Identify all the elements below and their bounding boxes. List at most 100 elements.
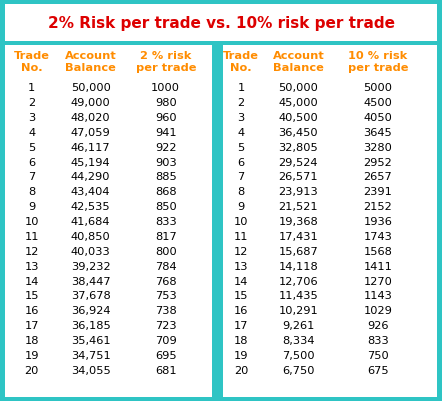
Text: 1936: 1936 bbox=[363, 217, 392, 227]
Text: 1743: 1743 bbox=[363, 231, 392, 241]
Text: 3645: 3645 bbox=[363, 128, 392, 138]
Text: 833: 833 bbox=[155, 217, 177, 227]
Text: 7: 7 bbox=[28, 172, 35, 182]
Text: 36,450: 36,450 bbox=[278, 128, 318, 138]
Text: 21,521: 21,521 bbox=[278, 202, 318, 212]
Text: 50,000: 50,000 bbox=[278, 83, 318, 93]
Text: 941: 941 bbox=[155, 128, 176, 138]
Text: 800: 800 bbox=[155, 246, 177, 256]
Text: 12: 12 bbox=[234, 246, 248, 256]
Text: 46,117: 46,117 bbox=[71, 142, 110, 152]
Text: 709: 709 bbox=[155, 335, 177, 345]
Text: 10,291: 10,291 bbox=[278, 306, 318, 316]
Text: 1: 1 bbox=[28, 83, 35, 93]
Text: 8: 8 bbox=[28, 187, 35, 197]
Text: 14: 14 bbox=[25, 276, 39, 286]
Text: 960: 960 bbox=[155, 113, 176, 123]
Text: 784: 784 bbox=[155, 261, 176, 271]
Text: 10: 10 bbox=[234, 217, 248, 227]
Text: 1411: 1411 bbox=[363, 261, 392, 271]
Text: 922: 922 bbox=[155, 142, 176, 152]
Text: 1568: 1568 bbox=[363, 246, 392, 256]
Text: 4: 4 bbox=[237, 128, 244, 138]
Text: 20: 20 bbox=[234, 365, 248, 375]
Text: 19,368: 19,368 bbox=[278, 217, 318, 227]
Text: 926: 926 bbox=[367, 320, 389, 330]
Text: 50,000: 50,000 bbox=[71, 83, 110, 93]
Text: 9: 9 bbox=[28, 202, 35, 212]
Text: 3: 3 bbox=[237, 113, 244, 123]
Text: 9,261: 9,261 bbox=[282, 320, 315, 330]
Text: 2952: 2952 bbox=[363, 157, 392, 167]
Text: 8,334: 8,334 bbox=[282, 335, 315, 345]
Text: 1143: 1143 bbox=[363, 291, 392, 301]
Text: 48,020: 48,020 bbox=[71, 113, 110, 123]
Text: 47,059: 47,059 bbox=[71, 128, 110, 138]
Text: 32,805: 32,805 bbox=[278, 142, 318, 152]
Text: 17: 17 bbox=[234, 320, 248, 330]
Text: 1270: 1270 bbox=[363, 276, 392, 286]
Text: 4: 4 bbox=[28, 128, 35, 138]
Text: 738: 738 bbox=[155, 306, 177, 316]
Text: 40,850: 40,850 bbox=[71, 231, 110, 241]
Text: 5: 5 bbox=[28, 142, 35, 152]
Text: 2152: 2152 bbox=[363, 202, 392, 212]
Text: 43,404: 43,404 bbox=[71, 187, 110, 197]
Text: 4050: 4050 bbox=[363, 113, 392, 123]
Text: 2% Risk per trade vs. 10% risk per trade: 2% Risk per trade vs. 10% risk per trade bbox=[47, 16, 395, 31]
Text: 16: 16 bbox=[234, 306, 248, 316]
Text: 17: 17 bbox=[25, 320, 39, 330]
Text: 20: 20 bbox=[25, 365, 39, 375]
Text: 10 % risk
per trade: 10 % risk per trade bbox=[348, 51, 408, 73]
Text: 13: 13 bbox=[25, 261, 39, 271]
Text: 23,913: 23,913 bbox=[278, 187, 318, 197]
Text: 15,687: 15,687 bbox=[278, 246, 318, 256]
Text: 35,461: 35,461 bbox=[71, 335, 110, 345]
Text: 885: 885 bbox=[155, 172, 177, 182]
FancyBboxPatch shape bbox=[5, 46, 212, 397]
Text: 12: 12 bbox=[25, 246, 39, 256]
Text: 833: 833 bbox=[367, 335, 389, 345]
Text: 36,185: 36,185 bbox=[71, 320, 110, 330]
Text: 5000: 5000 bbox=[363, 83, 392, 93]
Text: 39,232: 39,232 bbox=[71, 261, 110, 271]
Text: 45,000: 45,000 bbox=[278, 98, 318, 108]
Text: 2 % risk
per trade: 2 % risk per trade bbox=[136, 51, 196, 73]
Text: 14,118: 14,118 bbox=[278, 261, 318, 271]
Text: 49,000: 49,000 bbox=[71, 98, 110, 108]
Text: 15: 15 bbox=[234, 291, 248, 301]
Text: 2: 2 bbox=[237, 98, 244, 108]
Text: 3280: 3280 bbox=[363, 142, 392, 152]
Text: 2657: 2657 bbox=[363, 172, 392, 182]
Text: 723: 723 bbox=[155, 320, 176, 330]
Text: 5: 5 bbox=[237, 142, 244, 152]
Text: 3: 3 bbox=[28, 113, 35, 123]
Text: 850: 850 bbox=[155, 202, 177, 212]
Text: 8: 8 bbox=[237, 187, 244, 197]
Text: 1029: 1029 bbox=[363, 306, 392, 316]
Text: 753: 753 bbox=[155, 291, 177, 301]
Text: 12,706: 12,706 bbox=[278, 276, 318, 286]
Text: 9: 9 bbox=[237, 202, 244, 212]
Text: 18: 18 bbox=[234, 335, 248, 345]
Text: 44,290: 44,290 bbox=[71, 172, 110, 182]
Text: 4500: 4500 bbox=[363, 98, 392, 108]
Text: 16: 16 bbox=[25, 306, 39, 316]
Text: 45,194: 45,194 bbox=[71, 157, 110, 167]
Text: 29,524: 29,524 bbox=[278, 157, 318, 167]
Text: 817: 817 bbox=[155, 231, 177, 241]
Text: 14: 14 bbox=[234, 276, 248, 286]
Text: 40,033: 40,033 bbox=[71, 246, 110, 256]
Text: 36,924: 36,924 bbox=[71, 306, 110, 316]
Text: Account
Balance: Account Balance bbox=[65, 51, 117, 73]
Text: 26,571: 26,571 bbox=[278, 172, 318, 182]
Text: 6: 6 bbox=[237, 157, 244, 167]
Text: 37,678: 37,678 bbox=[71, 291, 110, 301]
Text: 11: 11 bbox=[234, 231, 248, 241]
Text: 17,431: 17,431 bbox=[278, 231, 318, 241]
FancyBboxPatch shape bbox=[5, 5, 437, 42]
Text: 980: 980 bbox=[155, 98, 177, 108]
Text: 768: 768 bbox=[155, 276, 176, 286]
Text: 6: 6 bbox=[28, 157, 35, 167]
Text: 681: 681 bbox=[155, 365, 176, 375]
